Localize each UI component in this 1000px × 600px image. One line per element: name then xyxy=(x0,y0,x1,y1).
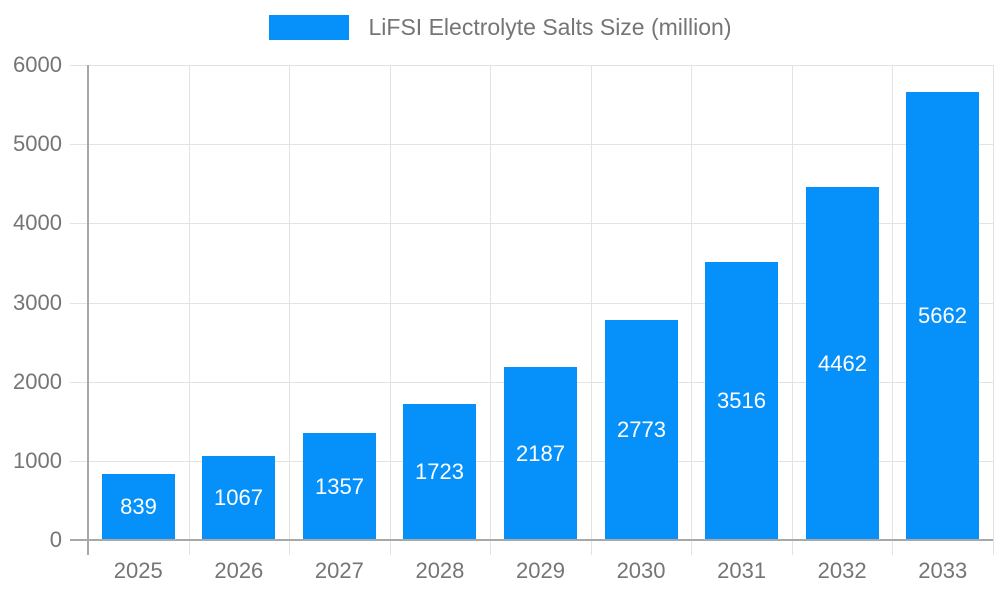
x-axis-label: 2030 xyxy=(616,558,666,583)
x-axis-line xyxy=(70,539,993,541)
y-axis-label: 6000 xyxy=(13,52,62,77)
y-tick-mark xyxy=(70,303,88,304)
gridline-vertical xyxy=(390,65,391,555)
legend-item[interactable]: LiFSI Electrolyte Salts Size (million) xyxy=(0,14,1000,41)
x-axis-label: 2031 xyxy=(717,558,767,583)
bar-value-label: 2187 xyxy=(516,440,565,466)
x-axis-label: 2026 xyxy=(214,558,264,583)
bar[interactable] xyxy=(705,262,778,540)
y-axis-label: 5000 xyxy=(13,131,62,156)
bar-value-label: 1723 xyxy=(415,459,464,484)
gridline-vertical xyxy=(892,65,893,555)
gridline-vertical xyxy=(189,65,190,555)
gridline-vertical xyxy=(993,65,994,555)
y-tick-mark xyxy=(70,65,88,66)
y-axis-label: 4000 xyxy=(13,210,62,235)
gridline-horizontal xyxy=(88,144,993,145)
bar-value-label: 1357 xyxy=(315,473,364,499)
bar-value-label: 3516 xyxy=(717,388,766,413)
y-axis-label: 3000 xyxy=(13,290,62,315)
gridline-vertical xyxy=(691,65,692,555)
bar[interactable] xyxy=(504,367,577,540)
gridline-horizontal xyxy=(88,303,993,304)
y-axis-label: 0 xyxy=(49,527,62,552)
y-tick-mark xyxy=(70,461,88,462)
bar-value-label: 5662 xyxy=(918,303,967,328)
gridline-vertical xyxy=(792,65,793,555)
x-axis-label: 2032 xyxy=(817,558,867,583)
bar[interactable] xyxy=(906,92,979,540)
y-tick-mark xyxy=(70,382,88,383)
y-axis-label: 1000 xyxy=(13,448,62,473)
bar[interactable] xyxy=(202,456,275,540)
bar[interactable] xyxy=(403,404,476,540)
bar-value-label: 2773 xyxy=(617,417,666,442)
x-axis-label: 2027 xyxy=(314,558,364,583)
legend-label: LiFSI Electrolyte Salts Size (million) xyxy=(368,14,732,40)
gridline-vertical xyxy=(591,65,592,555)
legend-swatch xyxy=(268,15,349,40)
x-axis-label: 2033 xyxy=(918,558,968,583)
y-axis-label: 2000 xyxy=(13,369,62,394)
bar[interactable] xyxy=(102,474,175,540)
gridline-vertical xyxy=(490,65,491,555)
x-axis-label: 2025 xyxy=(113,558,163,583)
gridline-horizontal xyxy=(88,223,993,224)
x-axis-label: 2028 xyxy=(415,558,465,583)
bar[interactable] xyxy=(303,433,376,540)
bar-value-label: 839 xyxy=(120,494,157,519)
bar-value-label: 4462 xyxy=(818,350,867,376)
bar[interactable] xyxy=(806,187,879,540)
gridline-vertical xyxy=(289,65,290,555)
x-axis-label: 2029 xyxy=(516,558,565,583)
bar-value-label: 1067 xyxy=(214,485,263,510)
gridline-horizontal xyxy=(88,65,993,66)
y-tick-mark xyxy=(70,223,88,224)
y-tick-mark xyxy=(70,144,88,145)
bar[interactable] xyxy=(605,320,678,540)
y-axis-line xyxy=(87,65,89,555)
